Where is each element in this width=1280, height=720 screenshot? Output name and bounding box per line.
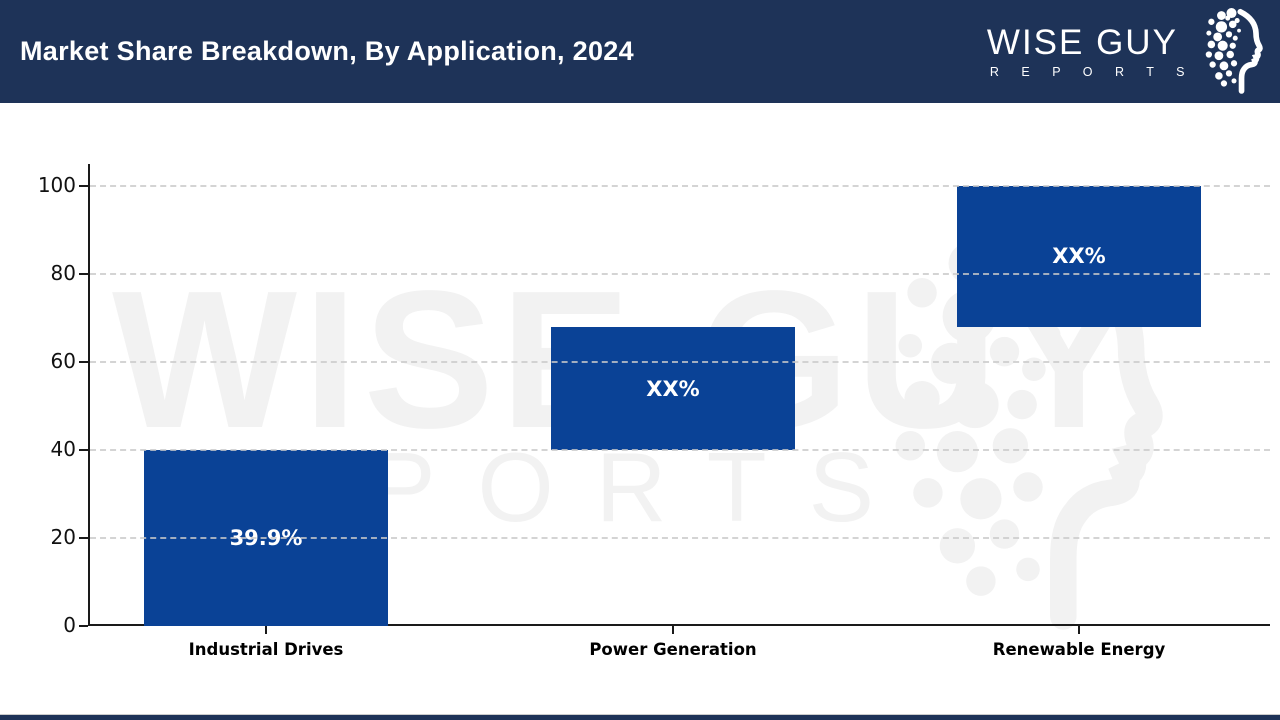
y-axis-tick-label: 40 xyxy=(50,437,76,461)
y-axis-tick xyxy=(79,537,88,539)
bar-value-label: XX% xyxy=(646,376,700,401)
bar-value-label: XX% xyxy=(1052,244,1106,269)
gridline xyxy=(90,185,1270,187)
gridline xyxy=(90,537,1270,539)
y-axis-tick-label: 0 xyxy=(63,613,76,637)
x-axis-tick xyxy=(672,626,674,634)
footer-bar xyxy=(0,715,1280,720)
y-axis-tick xyxy=(79,273,88,275)
gridline xyxy=(90,449,1270,451)
x-axis-category-label: Power Generation xyxy=(589,640,757,659)
y-axis-tick-label: 80 xyxy=(50,261,76,285)
x-axis-tick xyxy=(1078,626,1080,634)
brand-face-icon xyxy=(1202,8,1266,96)
y-axis-tick-label: 100 xyxy=(37,173,76,197)
brand-name: WISE GUY xyxy=(986,22,1178,62)
bar-segment: XX% xyxy=(551,326,795,451)
gridline xyxy=(90,361,1270,363)
plot-area: 0 20 40 60 80 100 39.9% Industrial Drives XX% Pow… xyxy=(38,164,1270,659)
brand-logo-text: WISE GUY R E P O R T S xyxy=(987,25,1194,79)
x-axis-tick xyxy=(265,626,267,634)
brand-logo: WISE GUY R E P O R T S xyxy=(987,8,1266,96)
gridline xyxy=(90,273,1270,275)
y-axis-tick xyxy=(79,449,88,451)
bar-segment: XX% xyxy=(957,186,1201,327)
page-title: Market Share Breakdown, By Application, … xyxy=(20,36,634,66)
y-axis-tick-label: 20 xyxy=(50,525,76,549)
y-axis-tick xyxy=(79,361,88,363)
y-axis-tick xyxy=(79,625,88,627)
x-axis-category-label: Renewable Energy xyxy=(992,640,1166,659)
app-header: Market Share Breakdown, By Application, … xyxy=(0,0,1280,103)
y-axis-tick xyxy=(79,185,88,187)
y-axis-tick-label: 60 xyxy=(50,349,76,373)
footer-hairline xyxy=(0,714,1280,715)
brand-subtitle: R E P O R T S xyxy=(989,64,1194,79)
x-axis-category-label: Industrial Drives xyxy=(188,640,344,659)
